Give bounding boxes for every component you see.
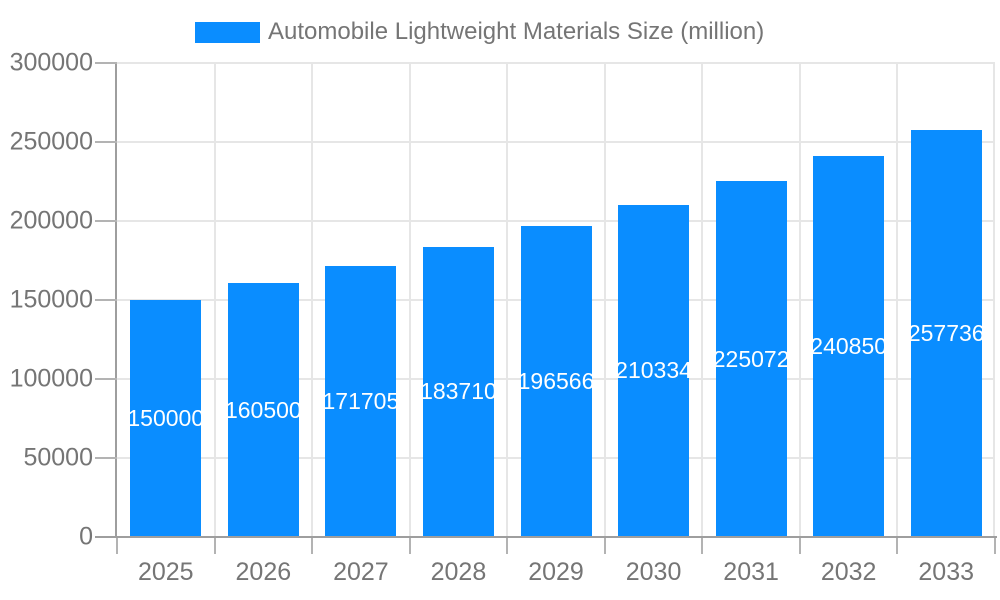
h-gridline (117, 62, 995, 64)
y-tick (95, 220, 117, 222)
x-axis-line (95, 536, 997, 538)
y-axis-label: 150000 (9, 285, 93, 314)
v-gridline (798, 63, 801, 537)
x-tick (994, 538, 996, 554)
bar-value-label: 196566 (520, 368, 592, 395)
bar-2026[interactable]: 160500 (227, 283, 299, 537)
y-tick (95, 457, 117, 459)
v-gridline (896, 63, 899, 537)
bar-2030[interactable]: 210334 (618, 204, 690, 537)
y-tick (95, 141, 117, 143)
x-tick (701, 538, 704, 554)
y-axis-label: 300000 (9, 48, 93, 77)
x-tick (603, 538, 606, 554)
x-axis-label: 2026 (235, 558, 292, 586)
bar-value-label: 225072 (715, 345, 787, 372)
v-gridline (506, 63, 509, 537)
x-axis-label: 2033 (918, 558, 975, 586)
h-gridline (117, 141, 995, 143)
bar-2025[interactable]: 150000 (130, 300, 202, 537)
bar-2033[interactable]: 257736 (910, 129, 982, 537)
legend-label: Automobile Lightweight Materials Size (m… (268, 18, 765, 45)
v-gridline (408, 63, 411, 537)
v-gridline (311, 63, 314, 537)
bar-2031[interactable]: 225072 (715, 181, 787, 537)
x-tick (408, 538, 411, 554)
bar-2027[interactable]: 171705 (325, 265, 397, 537)
x-tick (506, 538, 509, 554)
bar-value-label: 160500 (227, 396, 299, 423)
bar-value-label: 150000 (130, 405, 202, 431)
y-axis-label: 200000 (9, 206, 93, 235)
y-axis-label: 50000 (23, 443, 93, 472)
x-axis-label: 2029 (528, 558, 584, 586)
x-axis-label: 2027 (333, 558, 389, 586)
y-axis-label: 0 (79, 522, 93, 551)
x-tick (213, 538, 216, 554)
y-tick (95, 299, 117, 301)
y-tick (95, 62, 117, 64)
x-tick (311, 538, 314, 554)
v-gridline (701, 63, 704, 537)
x-axis-label: 2032 (820, 558, 877, 586)
v-gridline (603, 63, 606, 537)
x-tick (798, 538, 801, 554)
v-gridline (993, 63, 995, 537)
x-axis-label: 2030 (625, 558, 682, 586)
bar-2028[interactable]: 183710 (422, 246, 494, 537)
bar-2032[interactable]: 240850 (813, 156, 885, 537)
bar-value-label: 240850 (813, 333, 885, 360)
bar-value-label: 183710 (422, 378, 494, 405)
x-tick (896, 538, 899, 554)
y-axis-label: 100000 (9, 364, 93, 393)
v-gridline (213, 63, 216, 537)
legend-swatch (195, 22, 260, 43)
bar-value-label: 171705 (325, 387, 397, 414)
plot-area: 150000 160500 171705 183710 196566 210334 2250… (117, 62, 995, 537)
x-axis-label: 2025 (137, 558, 194, 586)
bar-value-label: 257736 (910, 319, 982, 346)
x-axis-label: 2028 (430, 558, 487, 586)
x-tick (116, 538, 118, 554)
y-axis-label: 250000 (9, 127, 93, 156)
y-tick (95, 378, 117, 380)
h-gridline (117, 220, 995, 222)
x-axis-label: 2031 (723, 558, 779, 586)
bar-2029[interactable]: 196566 (520, 226, 592, 537)
bar-value-label: 210334 (618, 357, 690, 384)
